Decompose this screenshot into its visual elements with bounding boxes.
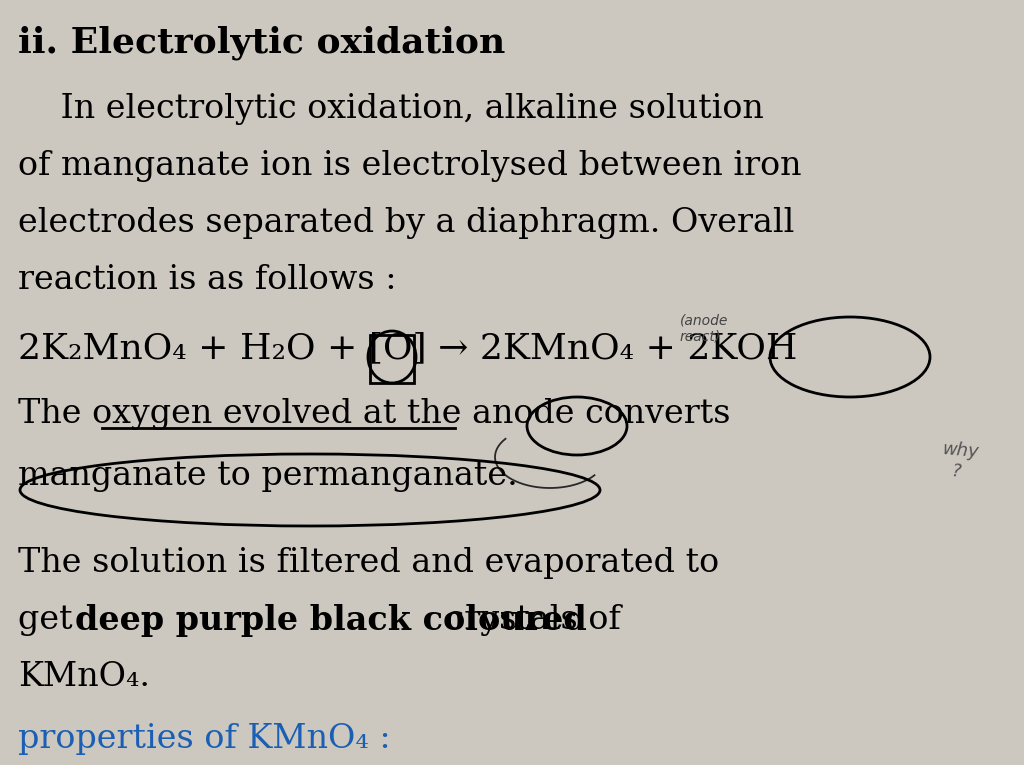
Text: of manganate ion is electrolysed between iron: of manganate ion is electrolysed between… <box>18 150 802 182</box>
Text: KMnO₄.: KMnO₄. <box>18 661 150 693</box>
Text: ii. Electrolytic oxidation: ii. Electrolytic oxidation <box>18 25 506 60</box>
Text: (anode
react): (anode react) <box>680 313 728 343</box>
Text: get: get <box>18 604 83 636</box>
Text: In electrolytic oxidation, alkaline solution: In electrolytic oxidation, alkaline solu… <box>18 93 764 125</box>
Text: electrodes separated by a diaphragm. Overall: electrodes separated by a diaphragm. Ove… <box>18 207 795 239</box>
Text: crystals of: crystals of <box>435 604 621 636</box>
Text: properties of KMnO₄ :: properties of KMnO₄ : <box>18 723 391 755</box>
Text: The solution is filtered and evaporated to: The solution is filtered and evaporated … <box>18 547 719 579</box>
Text: why
  ?: why ? <box>940 440 980 482</box>
Text: deep purple black coloured: deep purple black coloured <box>75 604 587 637</box>
Text: reaction is as follows :: reaction is as follows : <box>18 264 396 296</box>
Text: manganate to permanganate.: manganate to permanganate. <box>18 460 518 492</box>
Bar <box>370 335 414 383</box>
Text: 2K₂MnO₄ + H₂O + [O] → 2KMnO₄ + 2KOH: 2K₂MnO₄ + H₂O + [O] → 2KMnO₄ + 2KOH <box>18 331 798 365</box>
Text: The oxygen evolved at the anode converts: The oxygen evolved at the anode converts <box>18 398 730 430</box>
